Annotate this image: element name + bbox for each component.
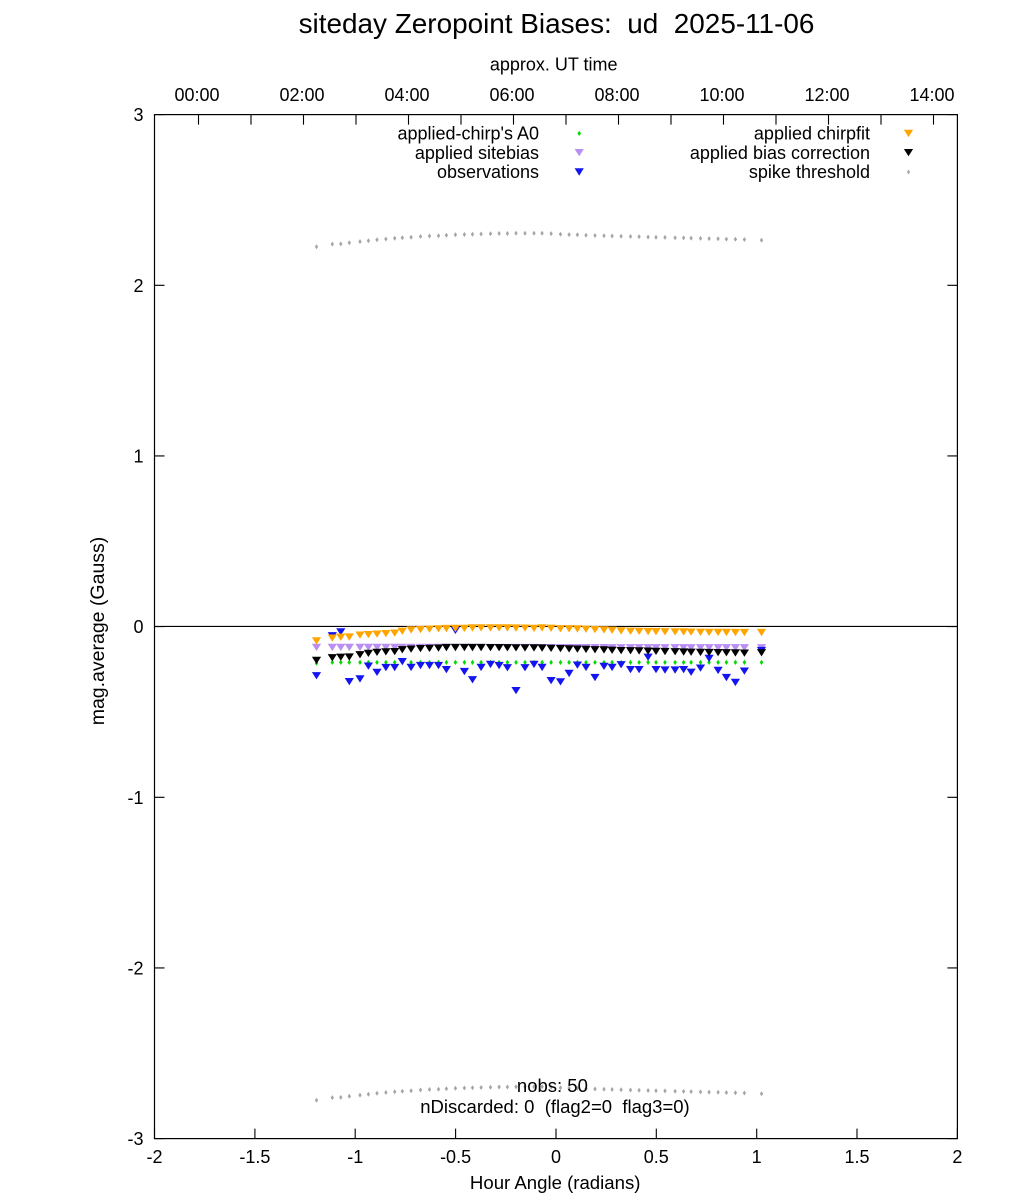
- svg-text:applied-chirp's A0: applied-chirp's A0: [397, 124, 539, 144]
- svg-text:12:00: 12:00: [804, 85, 849, 105]
- svg-text:-3: -3: [127, 1129, 143, 1149]
- svg-text:0: 0: [133, 617, 143, 637]
- svg-text:spike threshold: spike threshold: [749, 162, 870, 182]
- svg-text:siteday Zeropoint Biases: ud: siteday Zeropoint Biases: ud 2025-11-06: [299, 8, 815, 39]
- svg-text:-1: -1: [347, 1147, 363, 1167]
- svg-text:06:00: 06:00: [489, 85, 534, 105]
- svg-text:-0.5: -0.5: [440, 1147, 471, 1167]
- svg-text:10:00: 10:00: [699, 85, 744, 105]
- svg-text:mag.average (Gauss): mag.average (Gauss): [87, 537, 109, 726]
- svg-text:1: 1: [133, 446, 143, 466]
- svg-text:14:00: 14:00: [909, 85, 954, 105]
- svg-text:04:00: 04:00: [384, 85, 429, 105]
- svg-text:0: 0: [551, 1147, 561, 1167]
- svg-text:-2: -2: [146, 1147, 162, 1167]
- svg-text:nDiscarded: 0 (flag2=0 flag3: nDiscarded: 0 (flag2=0 flag3=0): [420, 1096, 689, 1117]
- svg-text:2: 2: [952, 1147, 962, 1167]
- svg-text:0.5: 0.5: [644, 1147, 669, 1167]
- svg-text:-2: -2: [127, 958, 143, 978]
- svg-text:2: 2: [133, 276, 143, 296]
- svg-text:1.5: 1.5: [845, 1147, 870, 1167]
- svg-text:Hour Angle (radians): Hour Angle (radians): [470, 1172, 641, 1193]
- svg-text:applied bias correction: applied bias correction: [690, 143, 870, 163]
- svg-text:02:00: 02:00: [279, 85, 324, 105]
- svg-text:applied sitebias: applied sitebias: [415, 143, 539, 163]
- svg-text:1: 1: [752, 1147, 762, 1167]
- svg-text:00:00: 00:00: [174, 85, 219, 105]
- svg-text:-1: -1: [127, 788, 143, 808]
- svg-text:-1.5: -1.5: [239, 1147, 270, 1167]
- svg-text:observations: observations: [437, 162, 539, 182]
- svg-text:3: 3: [133, 105, 143, 125]
- svg-text:08:00: 08:00: [594, 85, 639, 105]
- svg-text:approx. UT time: approx. UT time: [490, 55, 618, 75]
- svg-text:nobs: 50: nobs: 50: [517, 1075, 588, 1096]
- svg-text:applied chirpfit: applied chirpfit: [754, 124, 870, 144]
